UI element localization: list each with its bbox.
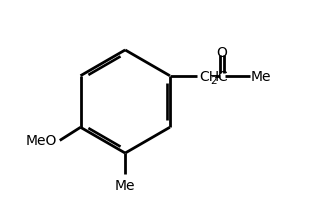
Text: Me: Me [115, 178, 135, 192]
Text: 2: 2 [210, 76, 217, 86]
Text: CH: CH [199, 69, 219, 83]
Text: C: C [217, 69, 227, 83]
Text: O: O [217, 46, 227, 60]
Text: Me: Me [251, 69, 271, 83]
Text: MeO: MeO [25, 134, 57, 148]
